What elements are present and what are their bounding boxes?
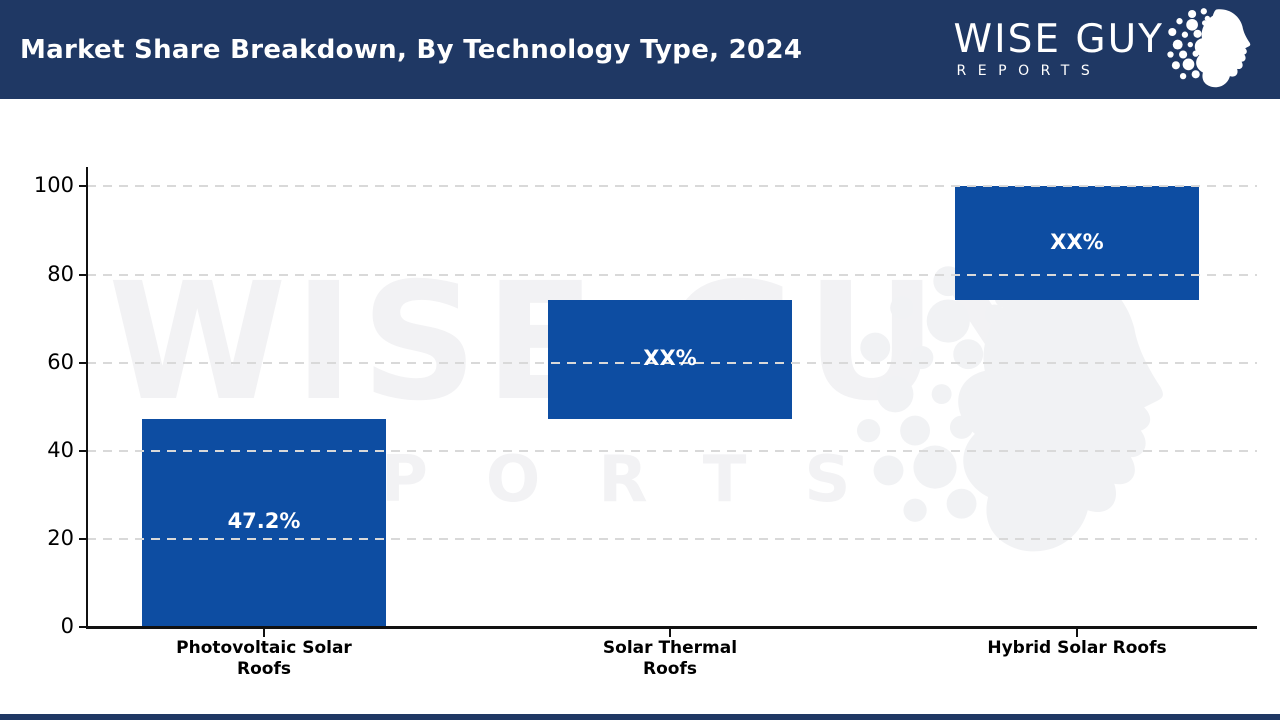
- y-tick: [79, 626, 87, 628]
- y-tick: [79, 538, 87, 540]
- x-category-label: Hybrid Solar Roofs: [907, 638, 1247, 659]
- y-tick: [79, 274, 87, 276]
- y-tick: [79, 450, 87, 452]
- x-category-line: Roofs: [237, 659, 291, 679]
- x-category-label: Photovoltaic Solar Roofs: [94, 638, 434, 680]
- y-tick: [79, 362, 87, 364]
- y-tick-label: 80: [47, 262, 74, 286]
- gridline-20: [87, 538, 1257, 540]
- gridline-60: [87, 362, 1257, 364]
- x-tick: [263, 629, 265, 637]
- gridline-80: [87, 274, 1257, 276]
- y-axis-line: [86, 167, 88, 629]
- header-bar: Market Share Breakdown, By Technology Ty…: [0, 0, 1280, 99]
- brand-logo-text: WISE GUY REPORTS: [954, 20, 1164, 79]
- gridline-40: [87, 450, 1257, 452]
- page-title: Market Share Breakdown, By Technology Ty…: [20, 34, 803, 65]
- brand-name: WISE GUY: [953, 17, 1164, 62]
- brand-subtitle: REPORTS: [956, 63, 1102, 79]
- y-tick-label: 0: [60, 614, 74, 638]
- y-tick-label: 100: [33, 173, 74, 197]
- watermark-head-icon: [856, 259, 1163, 552]
- bar-solar-thermal-roofs: [548, 300, 792, 419]
- y-tick-label: 40: [47, 438, 74, 462]
- x-category-line: Hybrid Solar Roofs: [987, 638, 1167, 658]
- gridline-100: [87, 185, 1257, 187]
- brand-logo: WISE GUY REPORTS: [954, 5, 1258, 95]
- bar-value-label: 47.2%: [227, 509, 301, 533]
- bar-value-label: XX%: [643, 346, 697, 370]
- y-tick: [79, 185, 87, 187]
- footer-bar: [0, 714, 1280, 720]
- x-tick: [669, 629, 671, 637]
- y-tick-label: 60: [47, 350, 74, 374]
- x-axis-line: [86, 626, 1257, 629]
- x-tick: [1076, 629, 1078, 637]
- x-category-label: Solar Thermal Roofs: [500, 638, 840, 680]
- x-category-line: Solar Thermal: [602, 638, 738, 658]
- x-category-line: Roofs: [643, 659, 697, 679]
- bar-value-label: XX%: [1050, 230, 1104, 254]
- bar-hybrid-solar-roofs: [955, 186, 1199, 300]
- y-tick-label: 20: [47, 526, 74, 550]
- brand-head-icon: [1167, 7, 1251, 87]
- x-category-line: Photovoltaic Solar: [176, 638, 352, 658]
- bar-photovoltaic-solar-roofs: [142, 419, 386, 627]
